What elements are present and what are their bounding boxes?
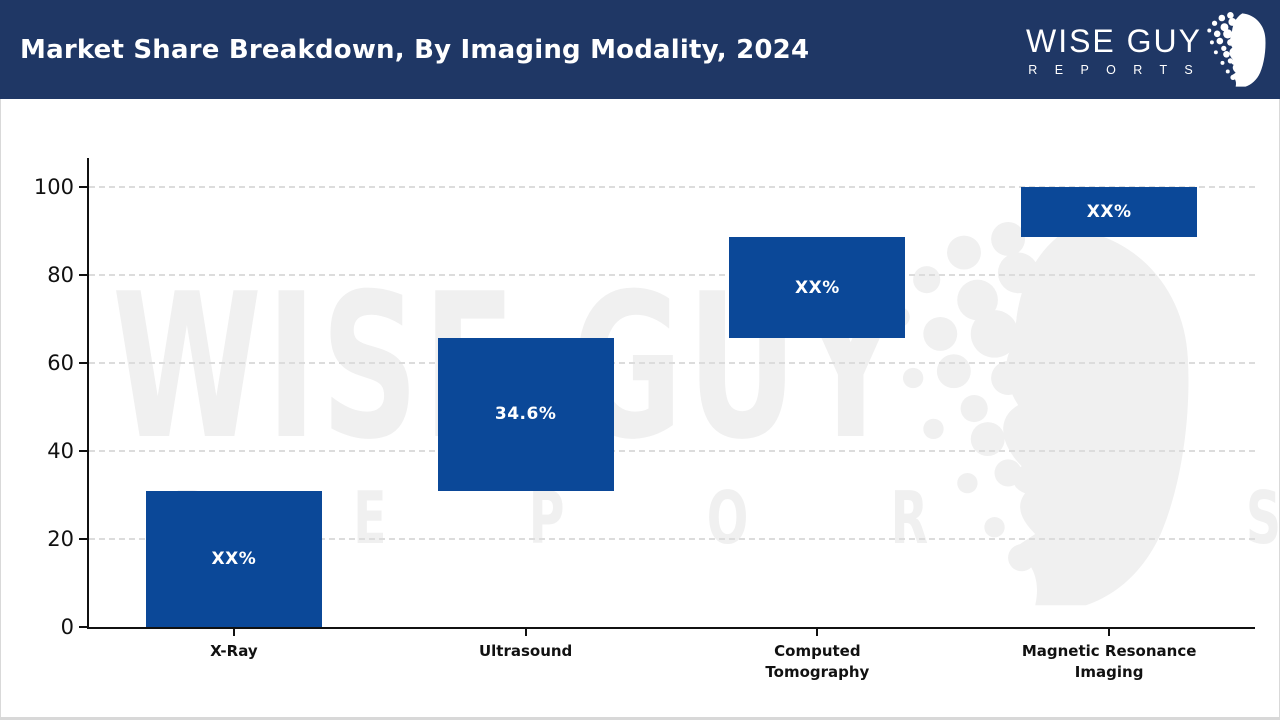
chart-title: Market Share Breakdown, By Imaging Modal… — [20, 34, 810, 65]
y-tick-mark-60 — [79, 362, 87, 364]
wise-guy-reports-logo: WISE GUY R E P O R T S — [1026, 6, 1270, 94]
bar-x-ray: XX% — [145, 490, 322, 627]
bar-computed-tomography: XX% — [729, 236, 906, 339]
y-tick-label-60: 60 — [47, 351, 74, 375]
y-tick-label-100: 100 — [33, 175, 74, 199]
x-tick-mark-3 — [1108, 629, 1111, 636]
x-tick-label-0: X-Ray — [210, 642, 258, 660]
x-tick-mark-1 — [524, 629, 527, 636]
y-tick-label-0: 0 — [60, 615, 74, 639]
logo-reports-text: R E P O R T S — [1028, 63, 1200, 77]
bottom-border-strip — [0, 717, 1280, 720]
y-tick-label-40: 40 — [47, 439, 74, 463]
x-tick-label-1: Ultrasound — [478, 642, 573, 660]
bar-ultrasound: 34.6% — [437, 338, 614, 491]
gridline-20 — [89, 538, 1255, 540]
bar-value-label: 34.6% — [494, 404, 557, 425]
y-tick-label-80: 80 — [47, 263, 74, 287]
x-axis-line — [87, 627, 1255, 629]
bar-magnetic-resonance-imaging: XX% — [1021, 187, 1198, 237]
y-tick-mark-40 — [79, 450, 87, 452]
y-axis-line — [87, 158, 89, 629]
logo-wiseguy-text: WISE GUY — [1025, 23, 1202, 59]
bar-value-label: XX% — [795, 277, 840, 298]
y-tick-mark-20 — [79, 538, 87, 540]
y-tick-mark-80 — [79, 274, 87, 276]
x-tick-label-3: Magnetic Resonance Imaging — [1021, 642, 1197, 681]
header: Market Share Breakdown, By Imaging Modal… — [0, 0, 1280, 99]
bar-value-label: XX% — [1086, 201, 1132, 222]
x-tick-label-2: Computed Tomography — [765, 642, 870, 681]
logo-head-dots-icon — [1207, 12, 1266, 87]
x-tick-mark-2 — [816, 629, 819, 636]
gridline-40 — [89, 450, 1255, 452]
x-tick-mark-0 — [232, 629, 235, 636]
gridline-60 — [89, 362, 1255, 364]
gridline-100 — [89, 186, 1255, 188]
y-tick-mark-100 — [79, 186, 87, 188]
y-tick-mark-0 — [79, 626, 87, 628]
bar-value-label: XX% — [211, 548, 257, 569]
logo-text: WISE GUY R E P O R T S — [1026, 23, 1202, 77]
y-tick-label-20: 20 — [47, 527, 74, 551]
gridline-80 — [89, 274, 1255, 276]
